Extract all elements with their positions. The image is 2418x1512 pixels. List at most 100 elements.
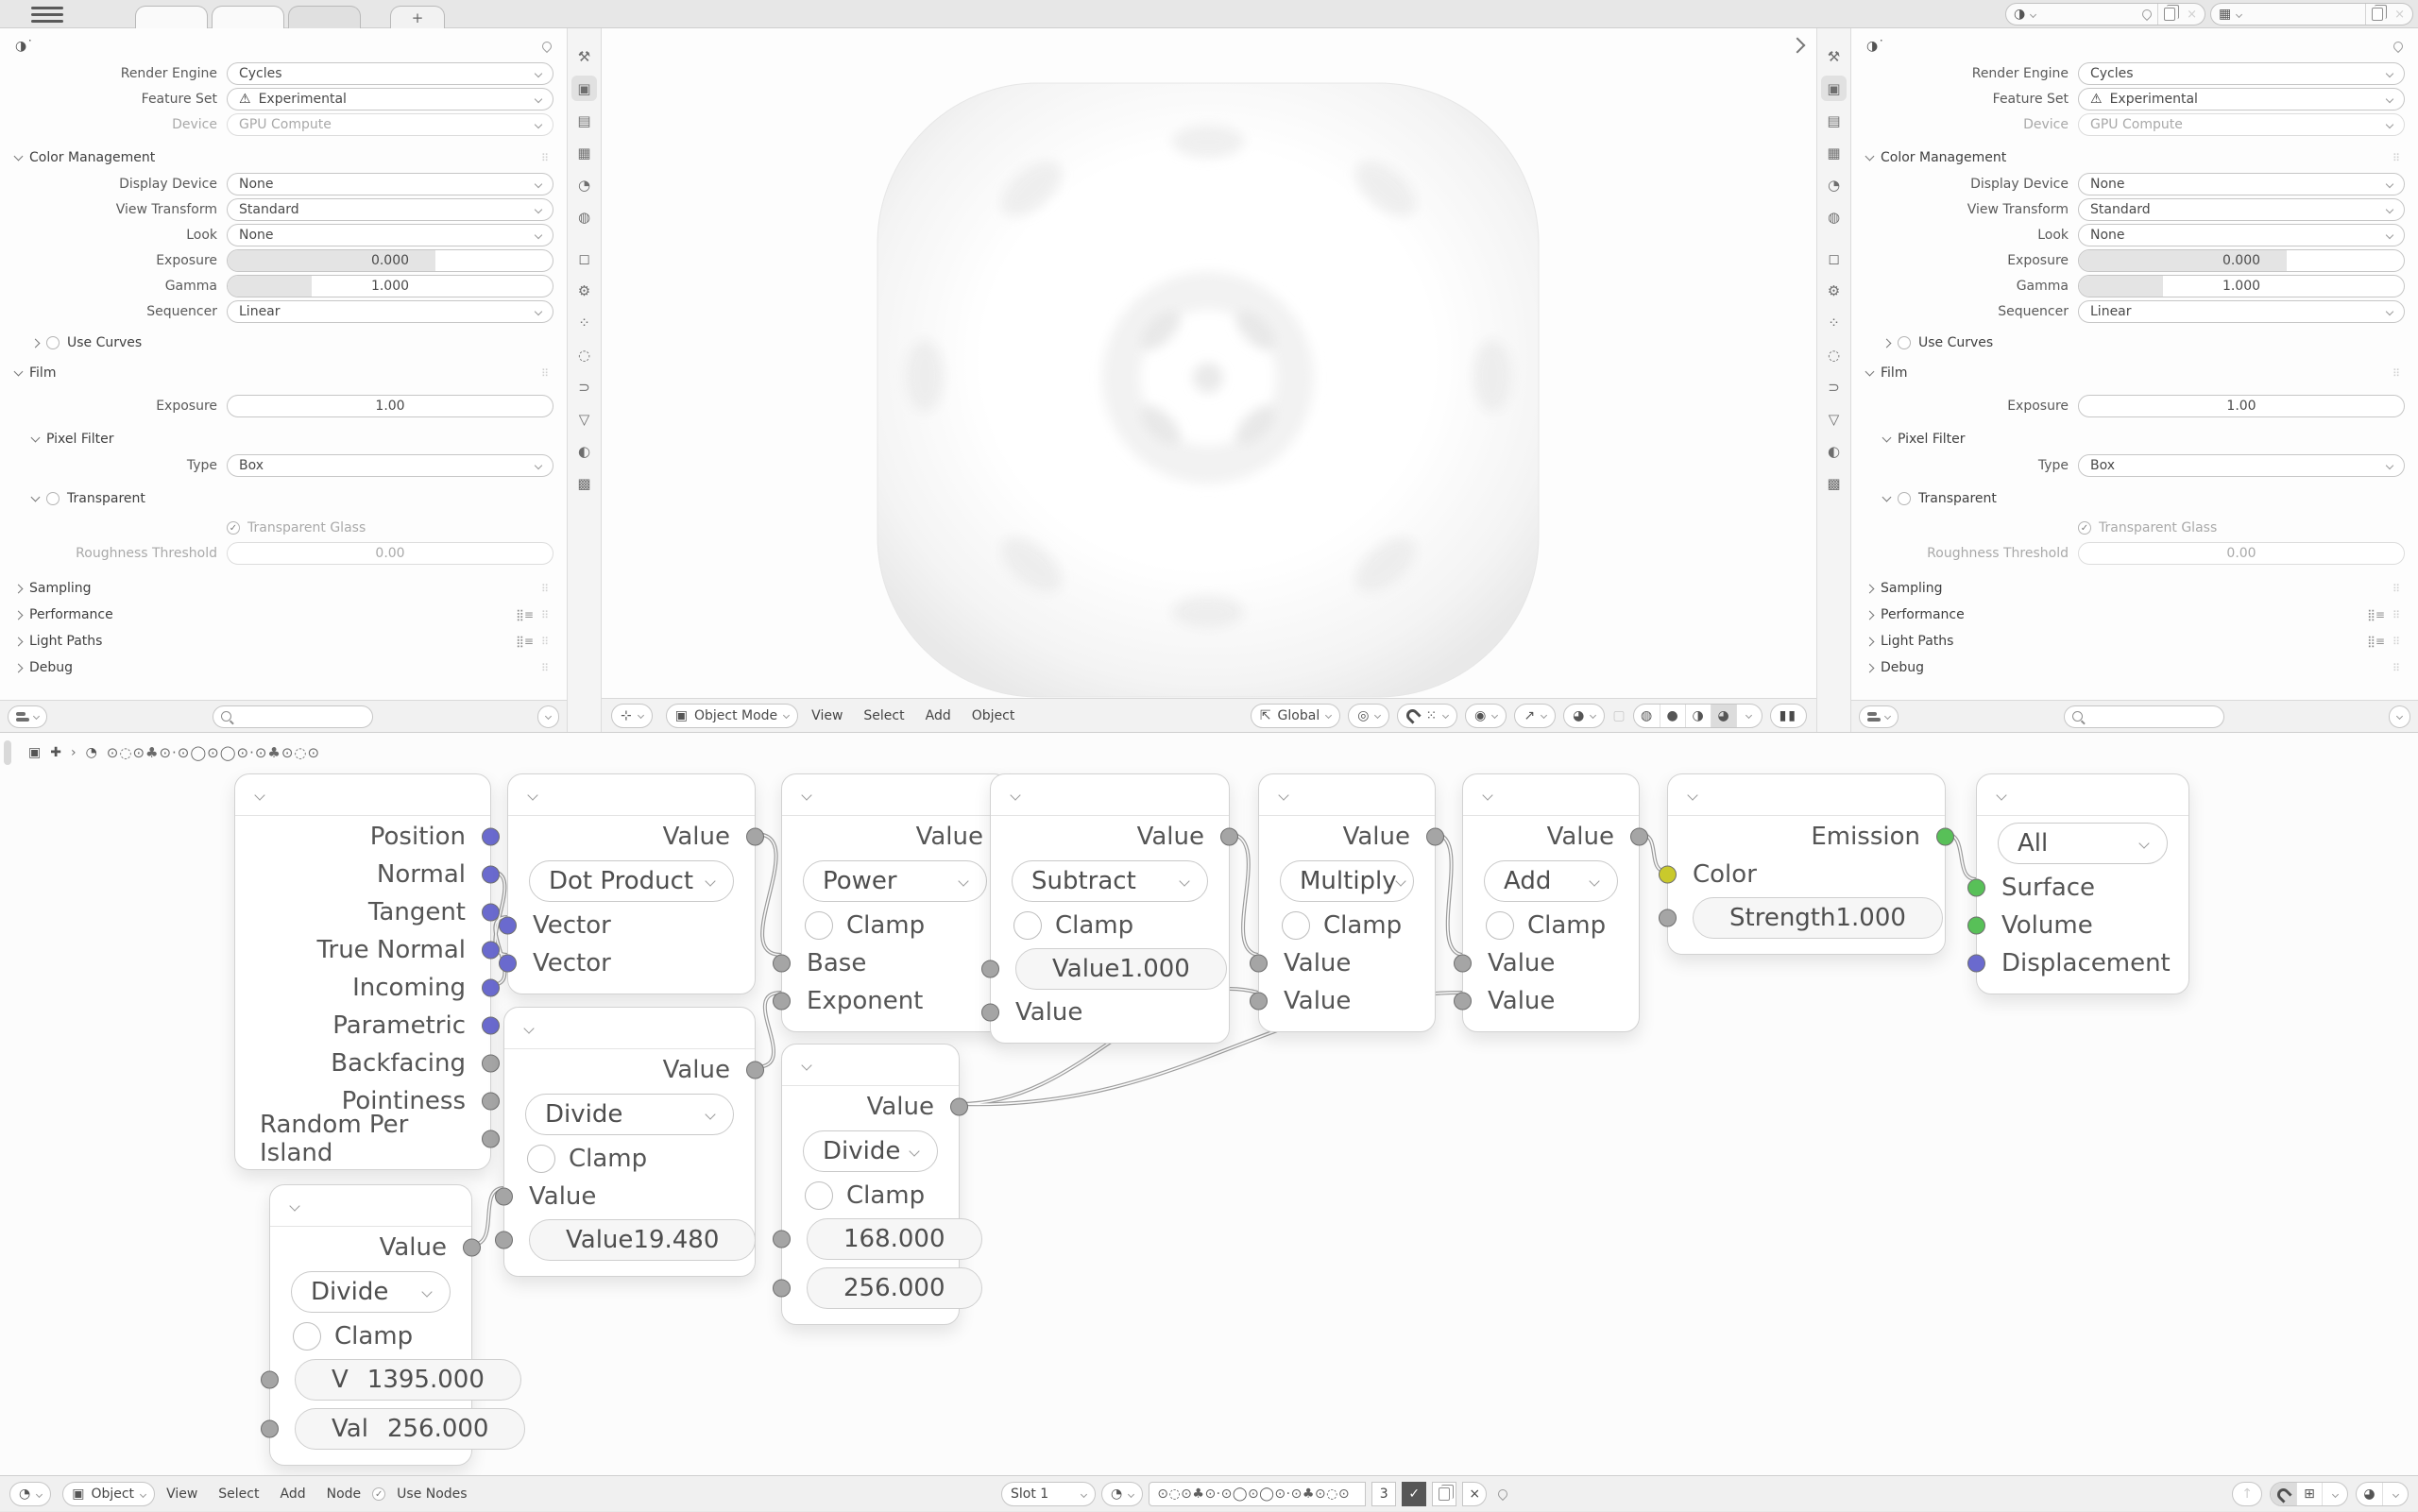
socket-value-in-2[interactable] bbox=[1454, 992, 1472, 1011]
node-geometry[interactable]: Position Normal Tangent True Normal Inco… bbox=[234, 773, 500, 1170]
menu-object[interactable]: Object bbox=[971, 707, 1015, 723]
tab-material[interactable]: ◐ bbox=[577, 442, 591, 460]
section-light-paths[interactable]: Light Paths ⣿≡ ⠿ bbox=[0, 628, 567, 654]
transparent-glass-checkbox[interactable]: ✓ bbox=[2078, 521, 2091, 535]
section-pixel-filter[interactable]: Pixel Filter bbox=[0, 426, 567, 452]
pin-icon[interactable] bbox=[2140, 7, 2154, 22]
device-dropdown[interactable]: GPU Compute bbox=[2078, 113, 2405, 136]
node-math-subtract[interactable]: Value Subtract Clamp Value 1.000 Value bbox=[981, 773, 1238, 1044]
scene-selector[interactable]: ◑ × bbox=[2005, 3, 2205, 25]
pin-icon[interactable] bbox=[1496, 1487, 1510, 1502]
workspace-tab-3-active[interactable] bbox=[288, 6, 361, 28]
tab-object[interactable]: ◻ bbox=[1828, 249, 1840, 267]
socket-value-out[interactable] bbox=[463, 1238, 481, 1257]
collapse-icon[interactable] bbox=[527, 789, 538, 801]
operation-dropdown[interactable]: Multiply bbox=[1280, 860, 1414, 902]
mode-dropdown[interactable]: ▣ Object Mode bbox=[665, 703, 799, 728]
operation-dropdown[interactable]: Dot Product bbox=[529, 860, 734, 902]
node-math-power[interactable]: Value Power Clamp Base Exponent bbox=[773, 773, 1017, 1032]
transparent-checkbox[interactable] bbox=[1898, 492, 1911, 505]
socket-value-out[interactable] bbox=[1426, 827, 1444, 846]
new-scene-icon[interactable] bbox=[2164, 5, 2180, 21]
tab-physics[interactable]: ◌ bbox=[577, 346, 591, 364]
collapse-icon[interactable] bbox=[1010, 789, 1021, 801]
value-field-2[interactable]: Val 256.000 bbox=[295, 1408, 526, 1450]
view-layer-selector[interactable]: ▦ × bbox=[2210, 3, 2413, 25]
collapse-icon[interactable] bbox=[1687, 789, 1698, 801]
operation-dropdown[interactable]: Divide bbox=[803, 1130, 938, 1172]
unlink-material-button[interactable]: × bbox=[1462, 1482, 1488, 1506]
presets-icon[interactable]: ⣿≡ bbox=[516, 635, 534, 648]
section-performance[interactable]: Performance ⣿≡ ⠿ bbox=[0, 602, 567, 628]
section-sampling[interactable]: Sampling ⠿ bbox=[1851, 575, 2418, 602]
menu-view[interactable]: View bbox=[166, 1487, 198, 1502]
node-math-multiply[interactable]: Value Multiply Clamp Value Value bbox=[1250, 773, 1444, 1032]
section-film[interactable]: Film ⠿ bbox=[1851, 360, 2418, 386]
exposure-slider[interactable]: 0.000 bbox=[2078, 249, 2405, 272]
tab-output[interactable]: ▤ bbox=[577, 111, 591, 129]
node-header[interactable] bbox=[991, 774, 1229, 816]
node-emission[interactable]: Emission Color Strength 1.000 bbox=[1659, 773, 1954, 955]
tab-modifiers[interactable]: ⚙ bbox=[577, 281, 591, 299]
node-math-divide-a[interactable]: Value Divide Clamp Value Value 19.480 bbox=[495, 1007, 764, 1277]
node-header[interactable] bbox=[1463, 774, 1639, 816]
display-device-dropdown[interactable]: None bbox=[227, 173, 553, 195]
roughness-threshold-field[interactable]: 0.00 bbox=[2078, 542, 2405, 565]
node-header[interactable] bbox=[1668, 774, 1945, 816]
new-view-layer-icon[interactable] bbox=[2372, 5, 2388, 21]
menu-icon[interactable] bbox=[31, 7, 63, 26]
clamp-checkbox[interactable]: Clamp bbox=[782, 907, 1008, 944]
tab-texture[interactable]: ▩ bbox=[577, 474, 591, 492]
socket-value-in-2[interactable] bbox=[1250, 992, 1268, 1011]
roughness-threshold-field[interactable]: 0.00 bbox=[227, 542, 553, 565]
strength-field[interactable]: Strength 1.000 bbox=[1693, 897, 1943, 939]
editor-type-button[interactable]: ⊹ bbox=[611, 703, 653, 728]
menu-select[interactable]: Select bbox=[863, 707, 905, 723]
collapse-icon[interactable] bbox=[801, 789, 812, 801]
socket-base[interactable] bbox=[773, 954, 791, 973]
tab-world[interactable]: ◍ bbox=[1827, 208, 1841, 226]
snap-grid-icon[interactable]: ⊞ bbox=[2296, 1483, 2322, 1505]
feature-set-dropdown[interactable]: ⚠ Experimental bbox=[2078, 88, 2405, 110]
collapse-icon[interactable] bbox=[1996, 789, 2007, 801]
section-debug[interactable]: Debug ⠿ bbox=[1851, 654, 2418, 681]
operation-dropdown[interactable]: Add bbox=[1484, 860, 1618, 902]
operation-dropdown[interactable]: Subtract bbox=[1012, 860, 1208, 902]
socket-color-in[interactable] bbox=[1659, 865, 1677, 884]
presets-icon[interactable]: ⣿≡ bbox=[2367, 608, 2385, 621]
socket-value-in-1[interactable] bbox=[1250, 954, 1268, 973]
tab-particles[interactable]: ⁘ bbox=[578, 314, 590, 331]
view-transform-dropdown[interactable]: Standard bbox=[2078, 198, 2405, 221]
overlays-dropdown[interactable]: ◕ bbox=[1563, 703, 1606, 728]
socket-value-out[interactable] bbox=[950, 1097, 968, 1116]
section-sampling[interactable]: Sampling ⠿ bbox=[0, 575, 567, 602]
menu-add[interactable]: Add bbox=[280, 1487, 306, 1502]
editor-type-button[interactable]: ◔ bbox=[9, 1482, 52, 1506]
socket-value-out[interactable] bbox=[746, 1061, 764, 1079]
node-header[interactable] bbox=[1977, 774, 2188, 816]
socket-value-in-2[interactable] bbox=[261, 1419, 279, 1438]
node-math-divide-c[interactable]: Value Divide Clamp V 1395.000 Val 256.000 bbox=[261, 1184, 526, 1466]
socket-vector-2[interactable] bbox=[499, 954, 517, 973]
fake-user-shield-button[interactable]: ✓ bbox=[1402, 1482, 1427, 1506]
feature-set-dropdown[interactable]: ⚠ Experimental bbox=[227, 88, 553, 110]
shading-solid-button[interactable]: ● bbox=[1659, 704, 1685, 727]
clamp-checkbox[interactable]: Clamp bbox=[991, 907, 1229, 944]
transform-orientation-dropdown[interactable]: ⇱ Global bbox=[1250, 703, 1341, 728]
collapse-icon[interactable] bbox=[801, 1059, 812, 1071]
collapse-icon[interactable] bbox=[289, 1199, 300, 1212]
go-to-parent-button[interactable]: ↑ bbox=[2232, 1482, 2262, 1506]
socket-normal[interactable] bbox=[482, 865, 500, 884]
tab-view-layer[interactable]: ▦ bbox=[1827, 144, 1841, 161]
overlays-toggle-button[interactable]: ◕ bbox=[2363, 1487, 2375, 1502]
socket-exponent[interactable] bbox=[773, 992, 791, 1011]
shader-type-dropdown[interactable]: ▣ Object bbox=[62, 1482, 156, 1506]
xray-toggle[interactable]: ▢ bbox=[1612, 707, 1626, 723]
section-light-paths[interactable]: Light Paths ⣿≡ ⠿ bbox=[1851, 628, 2418, 654]
sequencer-dropdown[interactable]: Linear bbox=[227, 300, 553, 323]
menu-view[interactable]: View bbox=[811, 707, 843, 723]
render-engine-dropdown[interactable]: Cycles bbox=[2078, 62, 2405, 85]
film-exposure-field[interactable]: 1.00 bbox=[2078, 395, 2405, 417]
shader-node-editor[interactable]: ▣ ✚ › ◔ ⊙◌⊙♣⊙·⊙◯⊙◯⊙·⊙♣⊙◌⊙ bbox=[0, 732, 2418, 1475]
snap-toggle-button[interactable] bbox=[2271, 1483, 2296, 1505]
